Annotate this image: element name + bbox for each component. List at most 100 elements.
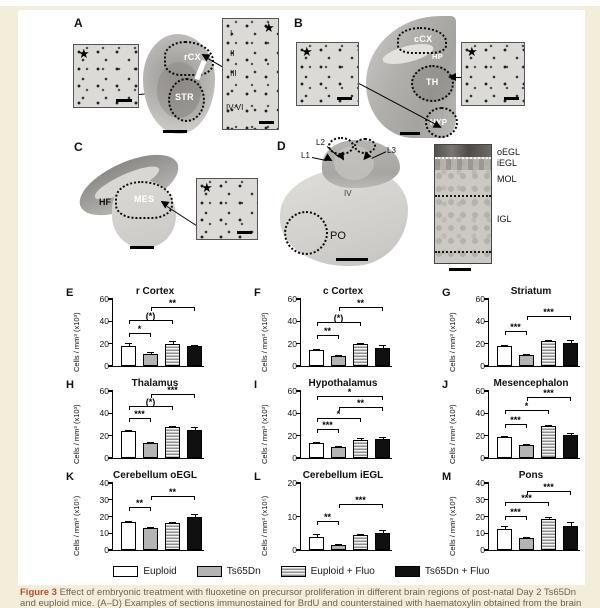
significance-bracket xyxy=(316,335,339,340)
layer-label-iii: III xyxy=(230,69,237,78)
region-outline-th xyxy=(411,65,454,102)
panel-b-letter: B xyxy=(294,16,303,30)
caption-text-line1: Effect of embryonic treatment with fluox… xyxy=(59,587,577,598)
y-tick-label: 40 xyxy=(99,478,109,488)
significance-bracket xyxy=(338,407,383,412)
y-tick-label: 60 xyxy=(99,386,109,396)
chart-title: r Cortex xyxy=(135,286,175,297)
plot-area: 0 10 20 30 40 ** ** xyxy=(100,478,204,555)
y-tick-label: 60 xyxy=(287,294,297,304)
error-bar xyxy=(567,521,574,527)
y-tick-mark xyxy=(484,457,489,459)
significance-bracket xyxy=(150,495,195,500)
error-bar xyxy=(313,442,320,445)
error-bar xyxy=(313,349,320,352)
legend-label: Ts65Dn + Fluo xyxy=(424,566,490,577)
error-bar xyxy=(523,353,530,356)
y-tick-label: 20 xyxy=(475,511,485,522)
scale-bar xyxy=(449,268,471,271)
significance-label: (*) xyxy=(333,312,344,323)
iegl-band xyxy=(435,159,491,170)
error-bar xyxy=(501,344,508,348)
y-tick-mark xyxy=(484,499,489,501)
region-outline-str xyxy=(168,78,205,122)
y-tick-mark xyxy=(484,342,489,345)
y-tick-label: 30 xyxy=(475,494,485,505)
chart-mesencephalon: J Mesencephalon Cells / mm³ (x10³) 0 20 40… xyxy=(396,378,582,470)
error-bar xyxy=(125,521,132,525)
y-tick-mark xyxy=(296,434,301,437)
y-tick-label: 0 xyxy=(104,453,109,463)
error-bar xyxy=(357,438,364,442)
y-axis-label: Cells / mm³ (x10³) xyxy=(260,312,269,372)
panel-b-left-micrograph: ★ xyxy=(296,42,359,106)
region-label-str: STR xyxy=(175,92,194,102)
bar-euploid-fluo xyxy=(353,344,368,366)
significance-bracket xyxy=(150,393,195,398)
significance-label: ** xyxy=(168,486,176,497)
plot-area: 0 20 40 60 * (*) ** xyxy=(100,294,204,371)
y-tick-mark xyxy=(108,532,113,534)
significance-label: * xyxy=(524,401,529,412)
y-axis-label: Cells / mm³ (x10³) xyxy=(72,312,81,372)
y-axis-label: Cells / mm³ (x10³) xyxy=(260,404,269,464)
error-bar xyxy=(567,433,574,437)
region-label-mes: MES xyxy=(134,194,155,204)
y-tick-mark xyxy=(484,365,489,367)
star-icon: ★ xyxy=(201,180,213,195)
bar-euploid xyxy=(309,350,324,366)
y-axis-label: Cells / mm³ (x10³) xyxy=(72,404,81,464)
bar-euploid-fluo xyxy=(541,341,556,366)
significance-bracket xyxy=(128,405,173,410)
region-label-rcx: rCX xyxy=(184,52,201,62)
chart-title: Pons xyxy=(518,470,544,481)
error-bar xyxy=(567,340,574,344)
y-tick-mark xyxy=(484,298,489,300)
region-outline-ccx xyxy=(397,27,447,54)
layer-divider-dotted xyxy=(435,195,491,197)
significance-bracket xyxy=(128,418,151,423)
star-icon: ★ xyxy=(263,20,275,35)
chart-pons: M Pons Cells / mm³ (x10³) 0 10 20 30 40 *** **… xyxy=(396,470,582,562)
region-label-po: PO xyxy=(330,230,346,242)
error-bar xyxy=(379,345,386,349)
star-icon: ★ xyxy=(466,44,478,59)
layer-label-iegl: iEGL xyxy=(497,158,518,168)
significance-label: ** xyxy=(323,326,331,337)
y-tick-label: 10 xyxy=(287,511,297,522)
panel-letter: L xyxy=(254,471,261,483)
charts-grid: E r Cortex Cells / mm³ (x10³) 0 20 40 60 * (*… xyxy=(20,286,585,562)
legend-item: Euploid xyxy=(113,566,177,577)
chart-cerebellum-oegl: K Cerebellum oEGL Cells / mm³ (x10⁵) 0 10… xyxy=(20,470,206,562)
scale-bar xyxy=(336,258,368,261)
chart-title: Striatum xyxy=(510,286,552,297)
panel-b-right-micrograph: ★ xyxy=(461,42,525,106)
panel-c-letter: C xyxy=(74,140,83,154)
y-tick-label: 60 xyxy=(475,294,485,304)
y-tick-mark xyxy=(108,365,113,367)
error-bar xyxy=(169,341,176,346)
significance-label: *** xyxy=(167,384,178,395)
bar-ts65dn-fluo xyxy=(563,525,578,550)
significance-bracket xyxy=(316,429,339,434)
significance-bracket xyxy=(150,307,195,312)
legend-swatch-ts65dn xyxy=(196,566,222,577)
y-tick-label: 20 xyxy=(287,338,297,349)
y-tick-label: 20 xyxy=(287,430,297,441)
y-tick-label: 0 xyxy=(480,361,485,371)
significance-label: * xyxy=(137,323,142,334)
bar-euploid-fluo xyxy=(165,343,180,366)
y-tick-label: 20 xyxy=(99,511,109,522)
scale-bar xyxy=(163,130,187,133)
bar-euploid xyxy=(121,345,136,366)
panel-a-layers-micrograph: I II III IV-VI ★ xyxy=(222,18,279,130)
significance-label: ** xyxy=(356,398,364,409)
y-tick-mark xyxy=(484,515,489,517)
significance-bracket xyxy=(504,330,527,335)
chart-title: c Cortex xyxy=(322,286,363,297)
bar-ts65dn xyxy=(519,444,534,458)
layer-divider-dotted xyxy=(435,251,491,253)
layer-label-igl: IGL xyxy=(497,214,512,224)
scale-bar xyxy=(337,97,352,100)
